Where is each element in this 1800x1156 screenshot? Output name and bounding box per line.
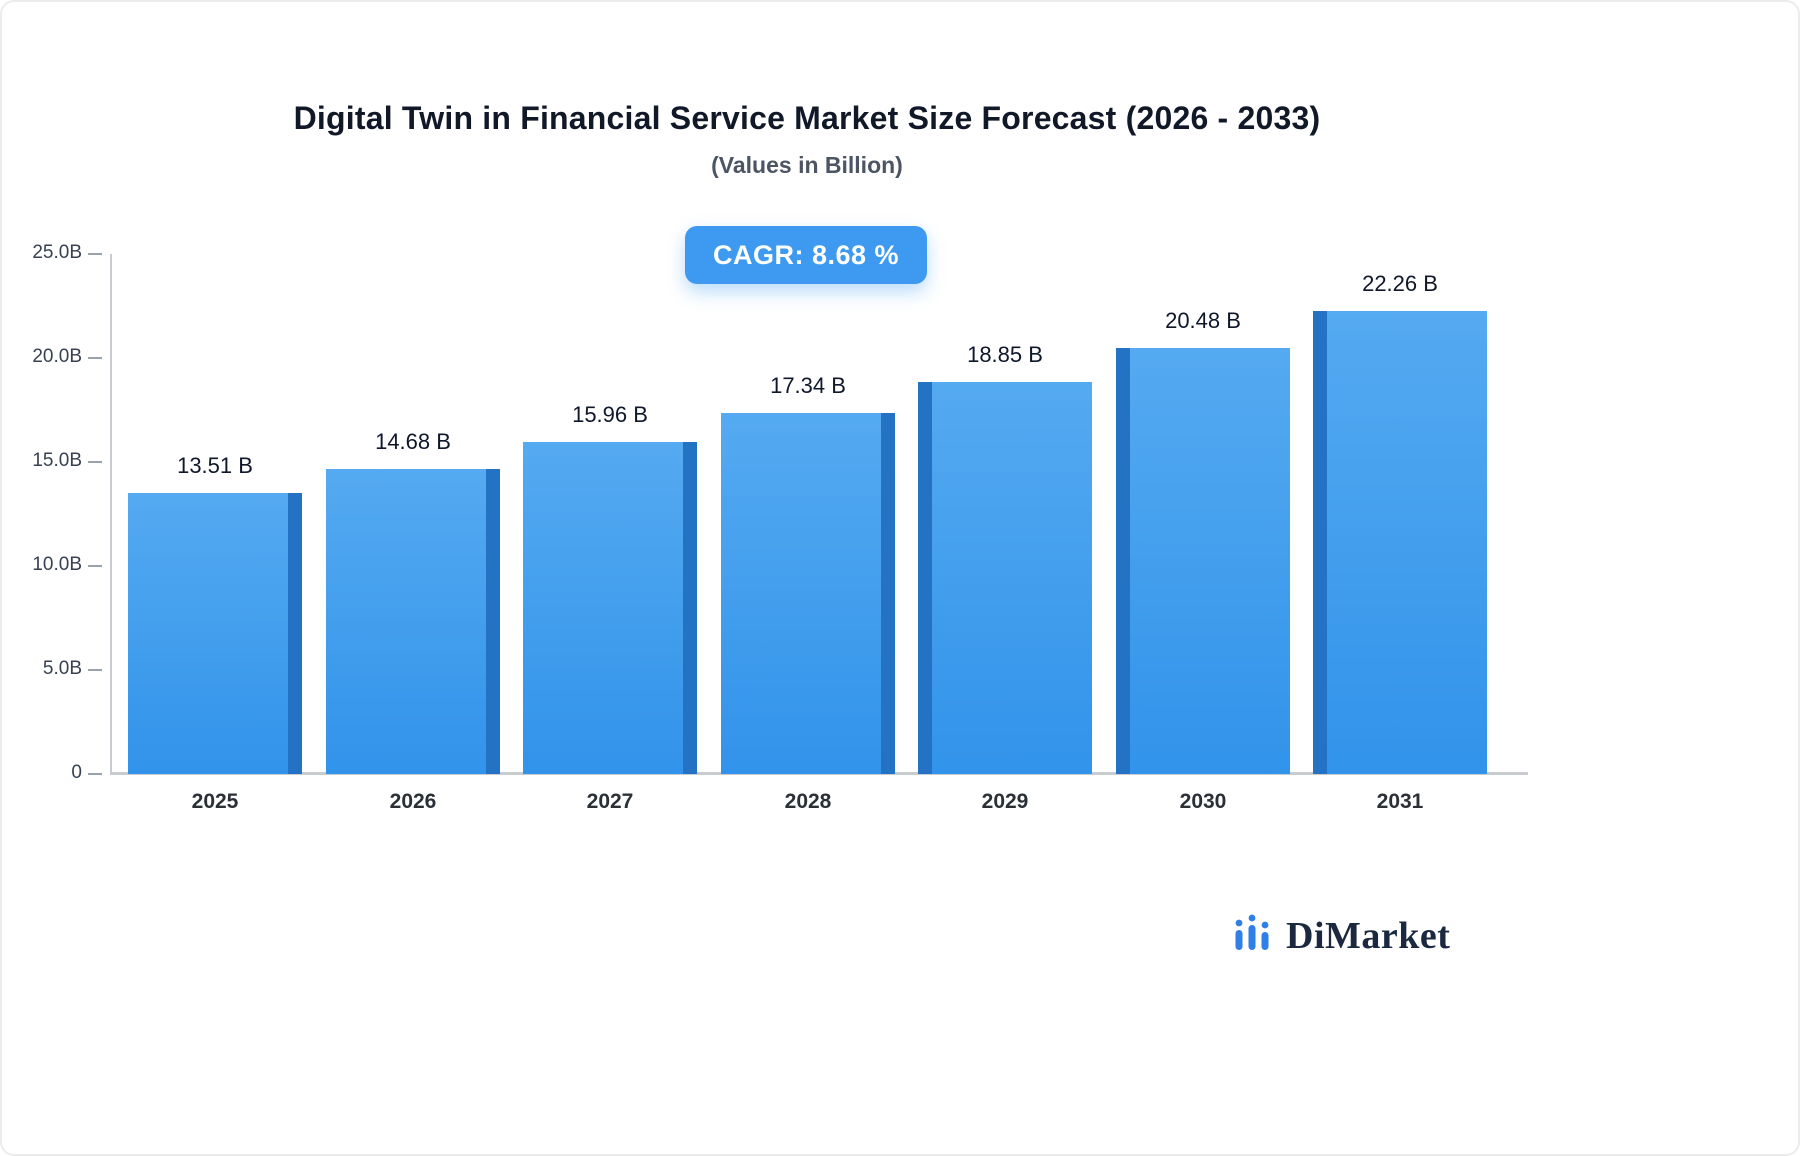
x-tick-label: 2031: [1376, 790, 1424, 813]
x-tick-label: 2028: [784, 790, 832, 813]
bar-face: [1130, 348, 1290, 774]
bar-side-shade: [881, 413, 895, 774]
bar-value-label: 20.48 B: [1165, 308, 1241, 333]
y-tick-mark: [88, 461, 102, 463]
y-tick-label: 0: [71, 762, 82, 783]
bar-2027: [523, 442, 697, 774]
y-tick-mark: [88, 669, 102, 671]
y-tick-mark: [88, 773, 102, 775]
y-tick-label: 10.0B: [32, 554, 82, 575]
bar-2025: [128, 493, 302, 774]
x-tick-label: 2025: [191, 790, 239, 813]
y-tick-label: 5.0B: [42, 658, 82, 679]
bar-2029: [918, 382, 1092, 774]
chart-subtitle: (Values in Billion): [711, 152, 903, 178]
bar-value-label: 17.34 B: [770, 373, 846, 398]
bar-face: [128, 493, 288, 774]
x-tick-label: 2026: [389, 790, 437, 813]
bar-face: [523, 442, 683, 774]
bar-2031: [1313, 311, 1487, 774]
bar-side-shade: [918, 382, 932, 774]
bar-face: [721, 413, 881, 774]
bar-face: [932, 382, 1092, 774]
bar-2030: [1116, 348, 1290, 774]
bar-chart-dots-icon: [1230, 910, 1276, 961]
y-tick-mark: [88, 565, 102, 567]
brand-logo: DiMarket: [1230, 910, 1450, 961]
bar-side-shade: [1116, 348, 1130, 774]
brand-logo-text: DiMarket: [1286, 914, 1451, 957]
bar-side-shade: [486, 469, 500, 774]
bar-value-label: 18.85 B: [967, 342, 1043, 367]
bar-value-label: 15.96 B: [572, 402, 648, 427]
y-axis-line: [110, 254, 112, 774]
x-tick-label: 2029: [981, 790, 1029, 813]
y-tick-label: 20.0B: [32, 346, 82, 367]
bar-face: [1327, 311, 1487, 774]
cagr-badge: CAGR: 8.68 %: [685, 226, 927, 284]
bar-2026: [326, 469, 500, 774]
bar-face: [326, 469, 486, 774]
x-tick-label: 2027: [586, 790, 634, 813]
y-tick-mark: [88, 357, 102, 359]
bar-value-label: 14.68 B: [375, 429, 451, 454]
bar-value-label: 13.51 B: [177, 453, 253, 478]
bar-value-label: 22.26 B: [1362, 271, 1438, 296]
bar-side-shade: [288, 493, 302, 774]
bar-side-shade: [683, 442, 697, 774]
bar-side-shade: [1313, 311, 1327, 774]
bar-2028: [721, 413, 895, 774]
y-tick-label: 25.0B: [32, 242, 82, 263]
y-tick-label: 15.0B: [32, 450, 82, 471]
chart-title: Digital Twin in Financial Service Market…: [293, 100, 1321, 136]
y-tick-mark: [88, 253, 102, 255]
x-tick-label: 2030: [1179, 790, 1227, 813]
